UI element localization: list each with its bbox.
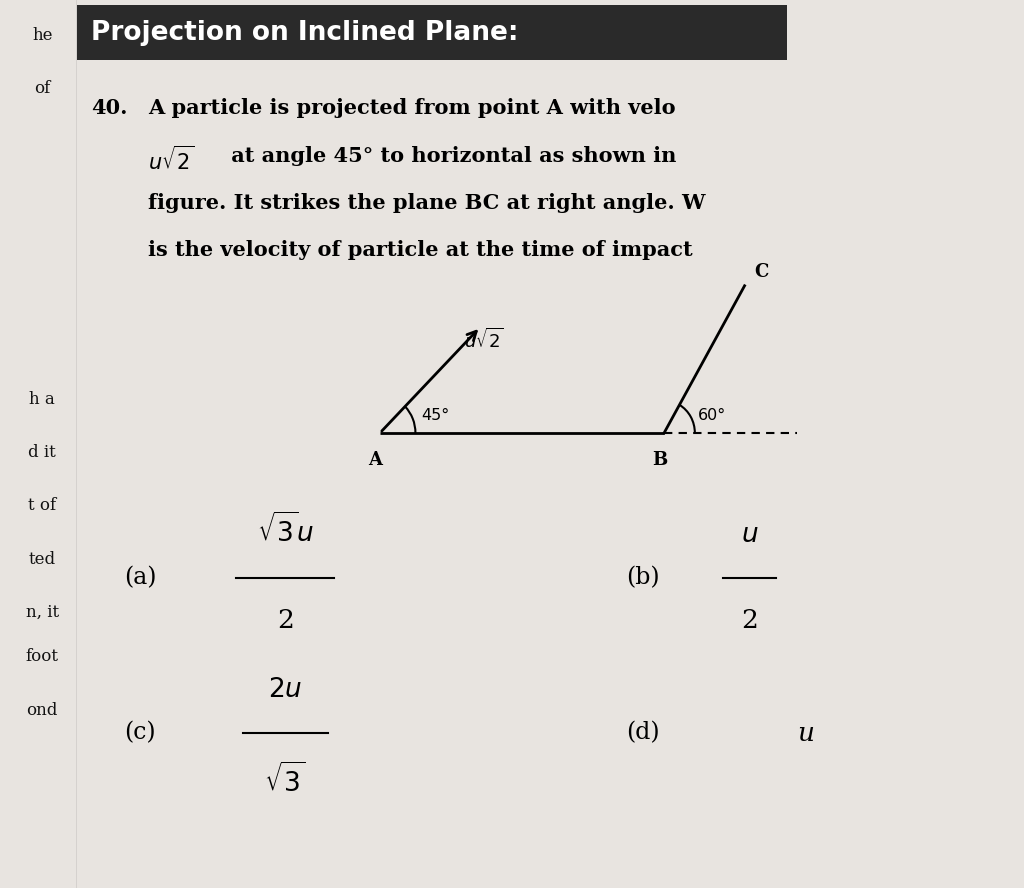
Text: (c): (c) — [124, 721, 156, 744]
Text: C: C — [754, 263, 768, 281]
Text: h a: h a — [30, 391, 55, 408]
Text: n, it: n, it — [26, 604, 58, 621]
Text: figure. It strikes the plane BC at right angle. W: figure. It strikes the plane BC at right… — [147, 193, 706, 213]
Text: u: u — [798, 720, 815, 746]
Text: (d): (d) — [627, 721, 659, 744]
Text: of: of — [34, 80, 50, 97]
FancyBboxPatch shape — [77, 5, 787, 60]
Text: $\sqrt{3}u$: $\sqrt{3}u$ — [257, 513, 313, 548]
Text: $2u$: $2u$ — [268, 677, 302, 703]
Text: 2: 2 — [276, 608, 294, 633]
Text: A: A — [369, 451, 382, 469]
Text: A particle is projected from point A with velo: A particle is projected from point A wit… — [147, 98, 676, 118]
Text: (a): (a) — [124, 567, 157, 590]
Text: $\sqrt{3}$: $\sqrt{3}$ — [264, 763, 306, 797]
Text: Projection on Inclined Plane:: Projection on Inclined Plane: — [91, 20, 518, 46]
Text: foot: foot — [26, 648, 58, 665]
Text: $u\sqrt{2}$: $u\sqrt{2}$ — [464, 328, 504, 352]
Text: d it: d it — [29, 444, 56, 461]
Text: ted: ted — [29, 551, 55, 567]
Text: at angle 45° to horizontal as shown in: at angle 45° to horizontal as shown in — [223, 146, 676, 166]
Text: 45°: 45° — [422, 408, 450, 423]
Text: (b): (b) — [627, 567, 659, 590]
Text: $u$: $u$ — [740, 522, 758, 548]
Text: $u\sqrt{2}$: $u\sqrt{2}$ — [147, 146, 194, 174]
Text: B: B — [651, 451, 667, 469]
Text: 60°: 60° — [698, 408, 726, 423]
Text: 40.: 40. — [91, 98, 128, 118]
Text: he: he — [32, 27, 52, 44]
Text: ond: ond — [27, 702, 58, 718]
Text: is the velocity of particle at the time of impact: is the velocity of particle at the time … — [147, 240, 692, 260]
Text: 2: 2 — [741, 608, 758, 633]
Text: t of: t of — [29, 497, 56, 514]
